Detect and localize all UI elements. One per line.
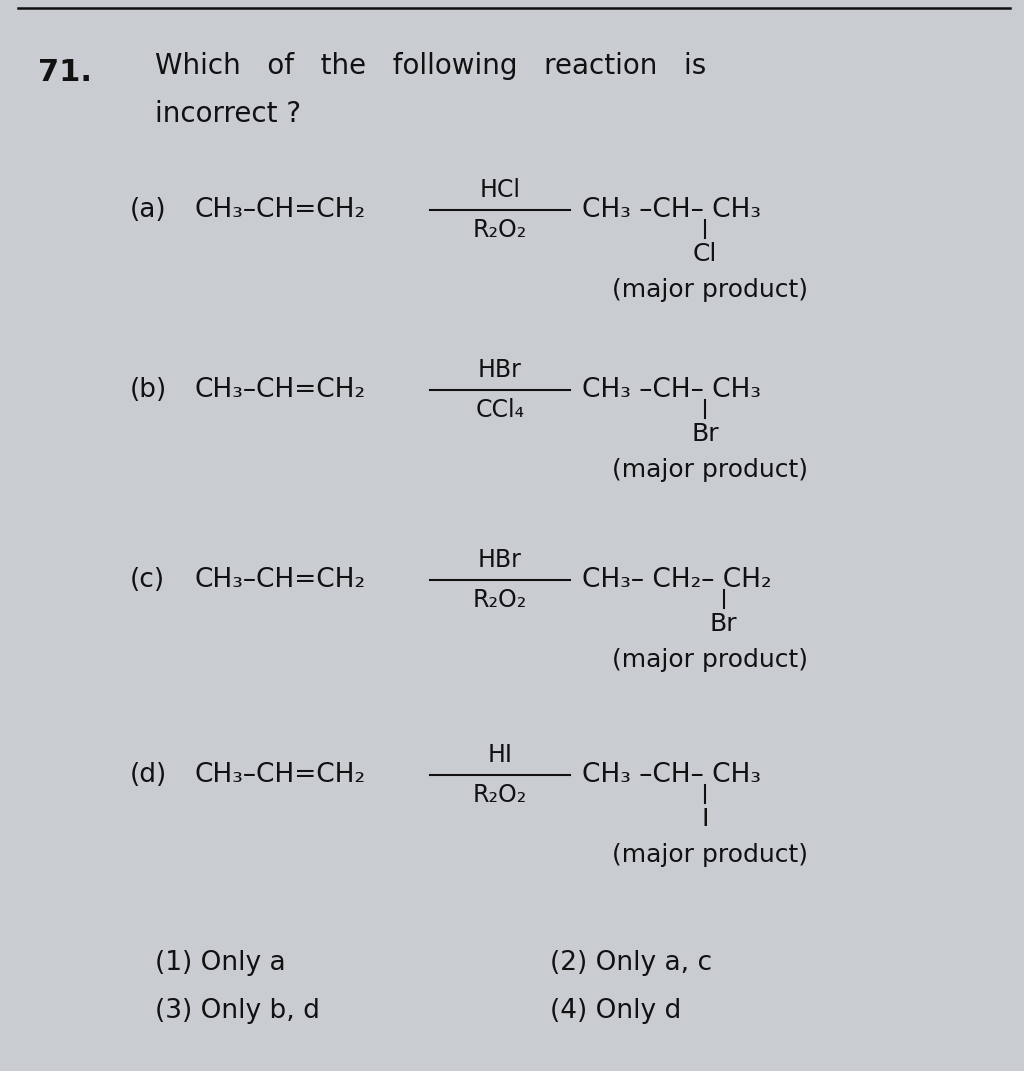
Text: (c): (c): [130, 567, 165, 593]
Text: (d): (d): [130, 761, 167, 788]
Text: (major product): (major product): [612, 843, 808, 868]
Text: R₂O₂: R₂O₂: [473, 783, 527, 808]
Text: R₂O₂: R₂O₂: [473, 218, 527, 242]
Text: CCl₄: CCl₄: [475, 398, 524, 422]
Text: incorrect ?: incorrect ?: [155, 100, 301, 129]
Text: R₂O₂: R₂O₂: [473, 588, 527, 612]
Text: (4) Only d: (4) Only d: [550, 998, 681, 1024]
Text: CH₃– CH₂– CH₂: CH₃– CH₂– CH₂: [582, 567, 772, 593]
Text: CH₃ –CH– CH₃: CH₃ –CH– CH₃: [582, 197, 761, 223]
Text: 71.: 71.: [38, 58, 92, 87]
Text: HBr: HBr: [478, 358, 522, 382]
Text: (3) Only b, d: (3) Only b, d: [155, 998, 319, 1024]
Text: CH₃ –CH– CH₃: CH₃ –CH– CH₃: [582, 377, 761, 403]
Text: Which   of   the   following   reaction   is: Which of the following reaction is: [155, 52, 707, 80]
Text: HCl: HCl: [479, 178, 520, 202]
Text: (major product): (major product): [612, 648, 808, 672]
Text: Br: Br: [710, 612, 737, 636]
Text: (major product): (major product): [612, 458, 808, 482]
Text: I: I: [701, 808, 709, 831]
Text: (2) Only a, c: (2) Only a, c: [550, 950, 712, 976]
Text: CH₃–CH=CH₂: CH₃–CH=CH₂: [195, 377, 367, 403]
Text: HI: HI: [487, 743, 512, 767]
Text: (a): (a): [130, 197, 167, 223]
Text: Br: Br: [691, 422, 719, 446]
Text: CH₃–CH=CH₂: CH₃–CH=CH₂: [195, 567, 367, 593]
Text: (1) Only a: (1) Only a: [155, 950, 286, 976]
Text: HBr: HBr: [478, 548, 522, 572]
Text: (b): (b): [130, 377, 167, 403]
Text: Cl: Cl: [693, 242, 718, 266]
Text: CH₃–CH=CH₂: CH₃–CH=CH₂: [195, 197, 367, 223]
Text: (major product): (major product): [612, 278, 808, 302]
Text: CH₃ –CH– CH₃: CH₃ –CH– CH₃: [582, 761, 761, 788]
Text: CH₃–CH=CH₂: CH₃–CH=CH₂: [195, 761, 367, 788]
